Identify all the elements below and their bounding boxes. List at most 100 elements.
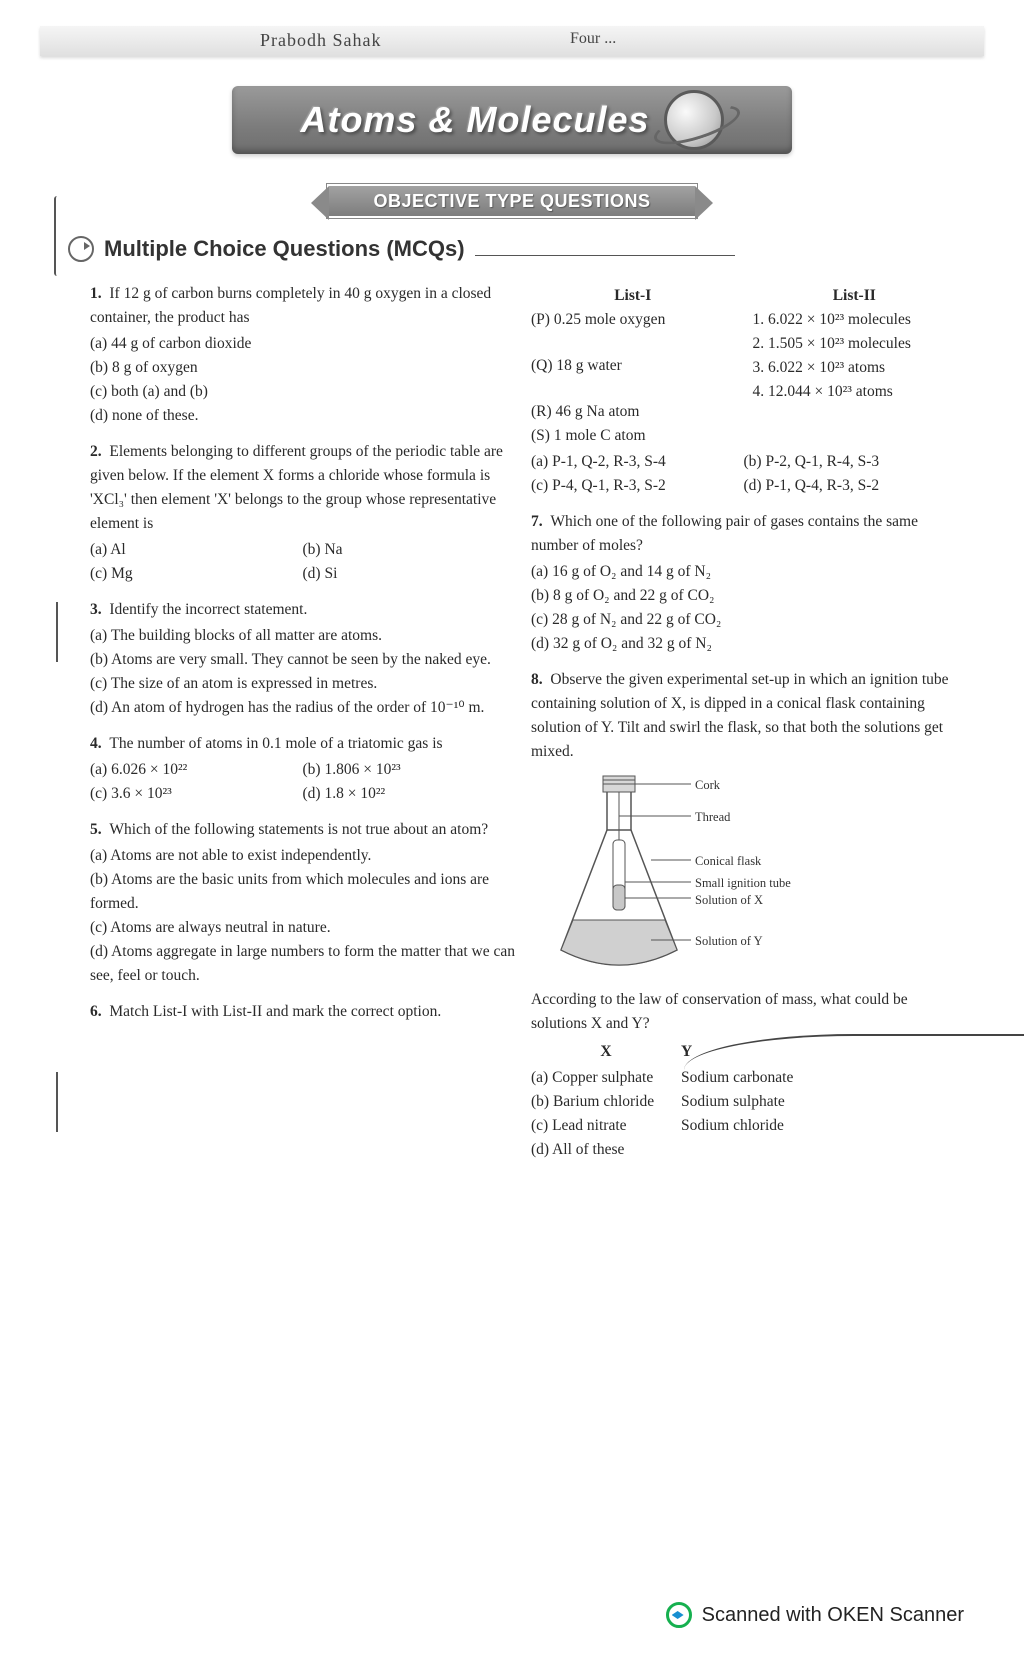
q5-b: (b) Atoms are the basic units from which… (90, 868, 515, 916)
q2-c: (c) Mg (90, 562, 303, 586)
q5-text: Which of the following statements is not… (109, 821, 488, 838)
q6-d: (d) P-1, Q-4, R-3, S-2 (744, 474, 957, 498)
q1-c: (c) both (a) and (b) (90, 380, 515, 404)
q8-num: 8. (531, 671, 550, 688)
q4-a: (a) 6.026 × 10²² (90, 758, 303, 782)
lbl-solx: Solution of X (695, 891, 763, 910)
question-5: 5. Which of the following statements is … (90, 818, 515, 988)
margin-mark-3 (56, 1072, 62, 1132)
q3-text: Identify the incorrect statement. (109, 601, 307, 618)
q6-4: 4. 12.044 × 10²³ atoms (753, 380, 957, 404)
question-8: 8. Observe the given experimental set-up… (531, 668, 956, 1162)
question-6-stem: 6. Match List-I with List-II and mark th… (90, 1000, 515, 1024)
q3-num: 3. (90, 601, 109, 618)
q3-c: (c) The size of an atom is expressed in … (90, 672, 515, 696)
q1-options: (a) 44 g of carbon dioxide (b) 8 g of ox… (90, 332, 515, 428)
question-4: 4. The number of atoms in 0.1 mole of a … (90, 732, 515, 806)
q8-d: (d) All of these (531, 1138, 956, 1162)
list2-header: List-II (753, 284, 957, 308)
q6-R: (R) 46 g Na atom (531, 400, 735, 424)
lbl-cork: Cork (695, 776, 720, 795)
q6-S: (S) 1 mole C atom (531, 424, 735, 448)
lbl-flask: Conical flask (695, 852, 761, 871)
q6-3: 3. 6.022 × 10²³ atoms (753, 356, 957, 380)
flask-diagram: Cork Thread Conical flask Small ignition… (541, 770, 801, 980)
q6-text: Match List-I with List-II and mark the c… (109, 1003, 441, 1020)
q1-text: If 12 g of carbon burns completely in 40… (90, 285, 491, 326)
q6-b: (b) P-2, Q-1, R-4, S-3 (744, 450, 957, 474)
q5-num: 5. (90, 821, 109, 838)
question-1: 1. If 12 g of carbon burns completely in… (90, 282, 515, 428)
q2-text: Elements belonging to different groups o… (90, 443, 503, 532)
question-6-lists: List-I (P) 0.25 mole oxygen (Q) 18 g wat… (531, 284, 956, 498)
lbl-thread: Thread (695, 808, 730, 827)
question-2: 2. Elements belonging to different group… (90, 440, 515, 586)
q2-a: (a) Al (90, 538, 303, 562)
q5-c: (c) Atoms are always neutral in nature. (90, 916, 515, 940)
q4-c: (c) 3.6 × 10²³ (90, 782, 303, 806)
q7-num: 7. (531, 513, 550, 530)
match-table: List-I (P) 0.25 mole oxygen (Q) 18 g wat… (531, 284, 956, 448)
q8-subtext: According to the law of conservation of … (531, 988, 956, 1036)
scanner-text: Scanned with OKEN Scanner (702, 1604, 964, 1627)
q7-options: (a) 16 g of O₂ and 14 g of N₂ (b) 8 g of… (531, 560, 956, 656)
margin-mark-1 (54, 196, 60, 276)
q8-text: Observe the given experimental set-up in… (531, 671, 949, 760)
q1-num: 1. (90, 285, 109, 302)
q6-options: (a) P-1, Q-2, R-3, S-4 (b) P-2, Q-1, R-4… (531, 450, 956, 498)
list-1: List-I (P) 0.25 mole oxygen (Q) 18 g wat… (531, 284, 735, 448)
q6-1: 1. 6.022 × 10²³ molecules (753, 308, 957, 332)
q6-a: (a) P-1, Q-2, R-3, S-4 (531, 450, 744, 474)
question-3: 3. Identify the incorrect statement. (a)… (90, 598, 515, 720)
mcq-heading-row: Multiple Choice Questions (MCQs) (68, 236, 984, 262)
q6-num: 6. (90, 1003, 109, 1020)
objective-ribbon: OBJECTIVE TYPE QUESTIONS (327, 184, 697, 218)
mcq-heading: Multiple Choice Questions (MCQs) (104, 236, 465, 262)
handwriting-other: Four ... (570, 30, 616, 48)
q7-b: (b) 8 g of O₂ and 22 g of CO₂ (531, 584, 956, 608)
q6-Q: (Q) 18 g water (531, 354, 735, 378)
margin-mark-2 (56, 602, 62, 662)
q5-d: (d) Atoms aggregate in large numbers to … (90, 940, 515, 988)
arrow-circle-icon (68, 236, 94, 262)
q2-options: (a) Al (b) Na (c) Mg (d) Si (90, 538, 515, 586)
q7-text: Which one of the following pair of gases… (531, 513, 918, 554)
q7-d: (d) 32 g of O₂ and 32 g of N₂ (531, 632, 956, 656)
left-column: 1. If 12 g of carbon burns completely in… (90, 282, 515, 1174)
q4-options: (a) 6.026 × 10²² (b) 1.806 × 10²³ (c) 3.… (90, 758, 515, 806)
q2-b: (b) Na (303, 538, 516, 562)
list1-header: List-I (531, 284, 735, 308)
objective-ribbon-text: OBJECTIVE TYPE QUESTIONS (373, 191, 650, 212)
q1-d: (d) none of these. (90, 404, 515, 428)
chapter-title: Atoms & Molecules (300, 99, 649, 141)
q6-P: (P) 0.25 mole oxygen (531, 308, 735, 332)
q4-text: The number of atoms in 0.1 mole of a tri… (109, 735, 442, 752)
q8-hx: X (531, 1040, 681, 1064)
q7-a: (a) 16 g of O₂ and 14 g of N₂ (531, 560, 956, 584)
q3-b: (b) Atoms are very small. They cannot be… (90, 648, 515, 672)
oken-icon (666, 1602, 692, 1628)
list-2: List-II 1. 6.022 × 10²³ molecules 2. 1.5… (753, 284, 957, 448)
q2-num: 2. (90, 443, 109, 460)
q3-d: (d) An atom of hydrogen has the radius o… (90, 696, 515, 720)
question-7: 7. Which one of the following pair of ga… (531, 510, 956, 656)
q5-a: (a) Atoms are not able to exist independ… (90, 844, 515, 868)
q7-c: (c) 28 g of N₂ and 22 g of CO₂ (531, 608, 956, 632)
q1-a: (a) 44 g of carbon dioxide (90, 332, 515, 356)
q2-d: (d) Si (303, 562, 516, 586)
q4-num: 4. (90, 735, 109, 752)
top-shadow (40, 26, 984, 56)
q5-options: (a) Atoms are not able to exist independ… (90, 844, 515, 988)
q4-d: (d) 1.8 × 10²² (303, 782, 516, 806)
scanner-footer: Scanned with OKEN Scanner (666, 1602, 964, 1628)
q8-c: (c) Lead nitrateSodium chloride (531, 1114, 956, 1138)
q1-b: (b) 8 g of oxygen (90, 356, 515, 380)
lbl-soly: Solution of Y (695, 932, 763, 951)
handwriting-name: Prabodh Sahak (260, 30, 381, 51)
q6-2: 2. 1.505 × 10²³ molecules (753, 332, 957, 356)
worksheet-page: Prabodh Sahak Four ... Atoms & Molecules… (0, 26, 1024, 1174)
q3-options: (a) The building blocks of all matter ar… (90, 624, 515, 720)
mcq-underline (475, 242, 735, 256)
q8-b: (b) Barium chlorideSodium sulphate (531, 1090, 956, 1114)
chapter-banner: Atoms & Molecules (232, 86, 792, 154)
